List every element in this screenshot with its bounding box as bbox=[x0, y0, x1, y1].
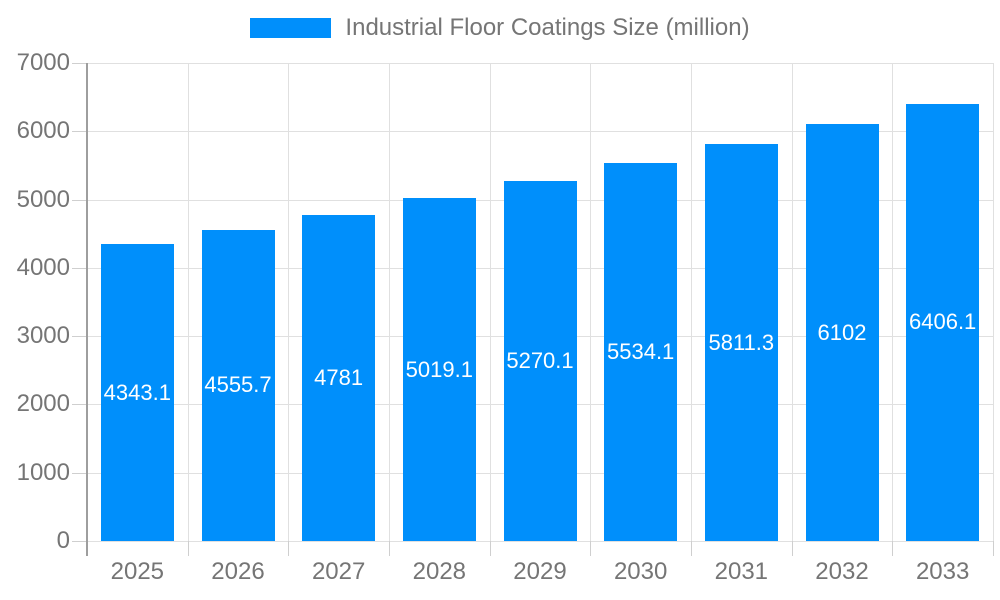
bar-value-label: 5270.1 bbox=[506, 348, 574, 374]
x-gridline bbox=[590, 63, 592, 541]
x-gridline bbox=[691, 63, 692, 541]
y-gridline bbox=[87, 63, 993, 64]
bar[interactable] bbox=[503, 181, 577, 541]
bar-value-label: 5811.3 bbox=[708, 329, 775, 355]
bar-value-label: 5534.1 bbox=[607, 339, 675, 365]
y-gridline bbox=[87, 541, 993, 542]
x-axis-label: 2025 bbox=[110, 558, 165, 585]
y-axis-tick bbox=[72, 131, 87, 133]
x-axis-tick bbox=[187, 541, 189, 556]
bar[interactable] bbox=[201, 229, 275, 541]
x-gridline bbox=[288, 63, 290, 541]
x-axis-label: 2026 bbox=[211, 558, 265, 585]
bar[interactable] bbox=[402, 198, 476, 541]
x-axis-label: 2030 bbox=[613, 558, 668, 585]
y-axis-label: 6000 bbox=[16, 117, 70, 145]
bar-value-label: 6406.1 bbox=[909, 309, 977, 335]
x-axis-tick bbox=[691, 541, 692, 556]
bar-value-label: 4555.7 bbox=[204, 372, 272, 398]
x-axis-tick bbox=[791, 541, 793, 556]
y-axis-label: 2000 bbox=[16, 390, 70, 418]
y-axis-tick bbox=[72, 267, 87, 269]
x-axis-label: 2032 bbox=[815, 558, 869, 585]
x-gridline bbox=[892, 63, 894, 541]
x-axis-tick bbox=[590, 541, 592, 556]
y-axis-tick bbox=[72, 199, 87, 201]
x-gridline bbox=[187, 63, 189, 541]
y-axis-tick bbox=[72, 63, 87, 64]
x-axis-tick bbox=[389, 541, 390, 556]
y-axis-tick bbox=[72, 472, 87, 474]
x-axis-label: 2029 bbox=[513, 558, 567, 585]
y-axis-label: 7000 bbox=[16, 49, 70, 76]
x-axis-label: 2031 bbox=[714, 558, 769, 585]
y-axis-label: 1000 bbox=[16, 458, 70, 486]
x-gridline bbox=[993, 63, 994, 541]
bar[interactable] bbox=[100, 244, 174, 541]
legend-label: Industrial Floor Coatings Size (million) bbox=[345, 14, 750, 41]
bar-value-label: 4343.1 bbox=[103, 379, 171, 405]
x-axis-tick bbox=[892, 541, 894, 556]
bar-value-label: 6102 bbox=[817, 319, 867, 345]
bar[interactable] bbox=[704, 144, 778, 541]
x-axis-tick bbox=[489, 541, 491, 556]
y-axis-label: 4000 bbox=[16, 253, 70, 281]
legend-swatch-icon bbox=[250, 18, 332, 38]
x-axis-label: 2033 bbox=[915, 558, 970, 585]
y-axis-tick bbox=[72, 404, 87, 406]
bar-value-label: 5019.1 bbox=[405, 356, 473, 382]
bar-value-label: 4781 bbox=[314, 364, 364, 390]
bar[interactable] bbox=[604, 163, 678, 541]
x-gridline bbox=[489, 63, 491, 541]
y-axis-label: 3000 bbox=[16, 322, 70, 350]
y-gridline bbox=[87, 131, 993, 133]
x-axis-tick bbox=[288, 541, 290, 556]
x-gridline bbox=[389, 63, 390, 541]
y-axis-line bbox=[86, 63, 88, 556]
y-axis-tick bbox=[72, 541, 87, 542]
x-axis-label: 2027 bbox=[311, 558, 366, 585]
x-axis-label: 2028 bbox=[412, 558, 467, 585]
y-axis-label: 0 bbox=[56, 527, 70, 554]
legend-item[interactable]: Industrial Floor Coatings Size (million) bbox=[250, 14, 750, 42]
y-axis-tick bbox=[72, 336, 87, 338]
bar[interactable] bbox=[805, 124, 879, 541]
x-axis-tick bbox=[993, 541, 994, 556]
x-gridline bbox=[791, 63, 793, 541]
y-axis-label: 5000 bbox=[16, 185, 70, 213]
bar[interactable] bbox=[302, 214, 376, 541]
legend: Industrial Floor Coatings Size (million) bbox=[0, 14, 1000, 42]
bar[interactable] bbox=[906, 103, 980, 541]
